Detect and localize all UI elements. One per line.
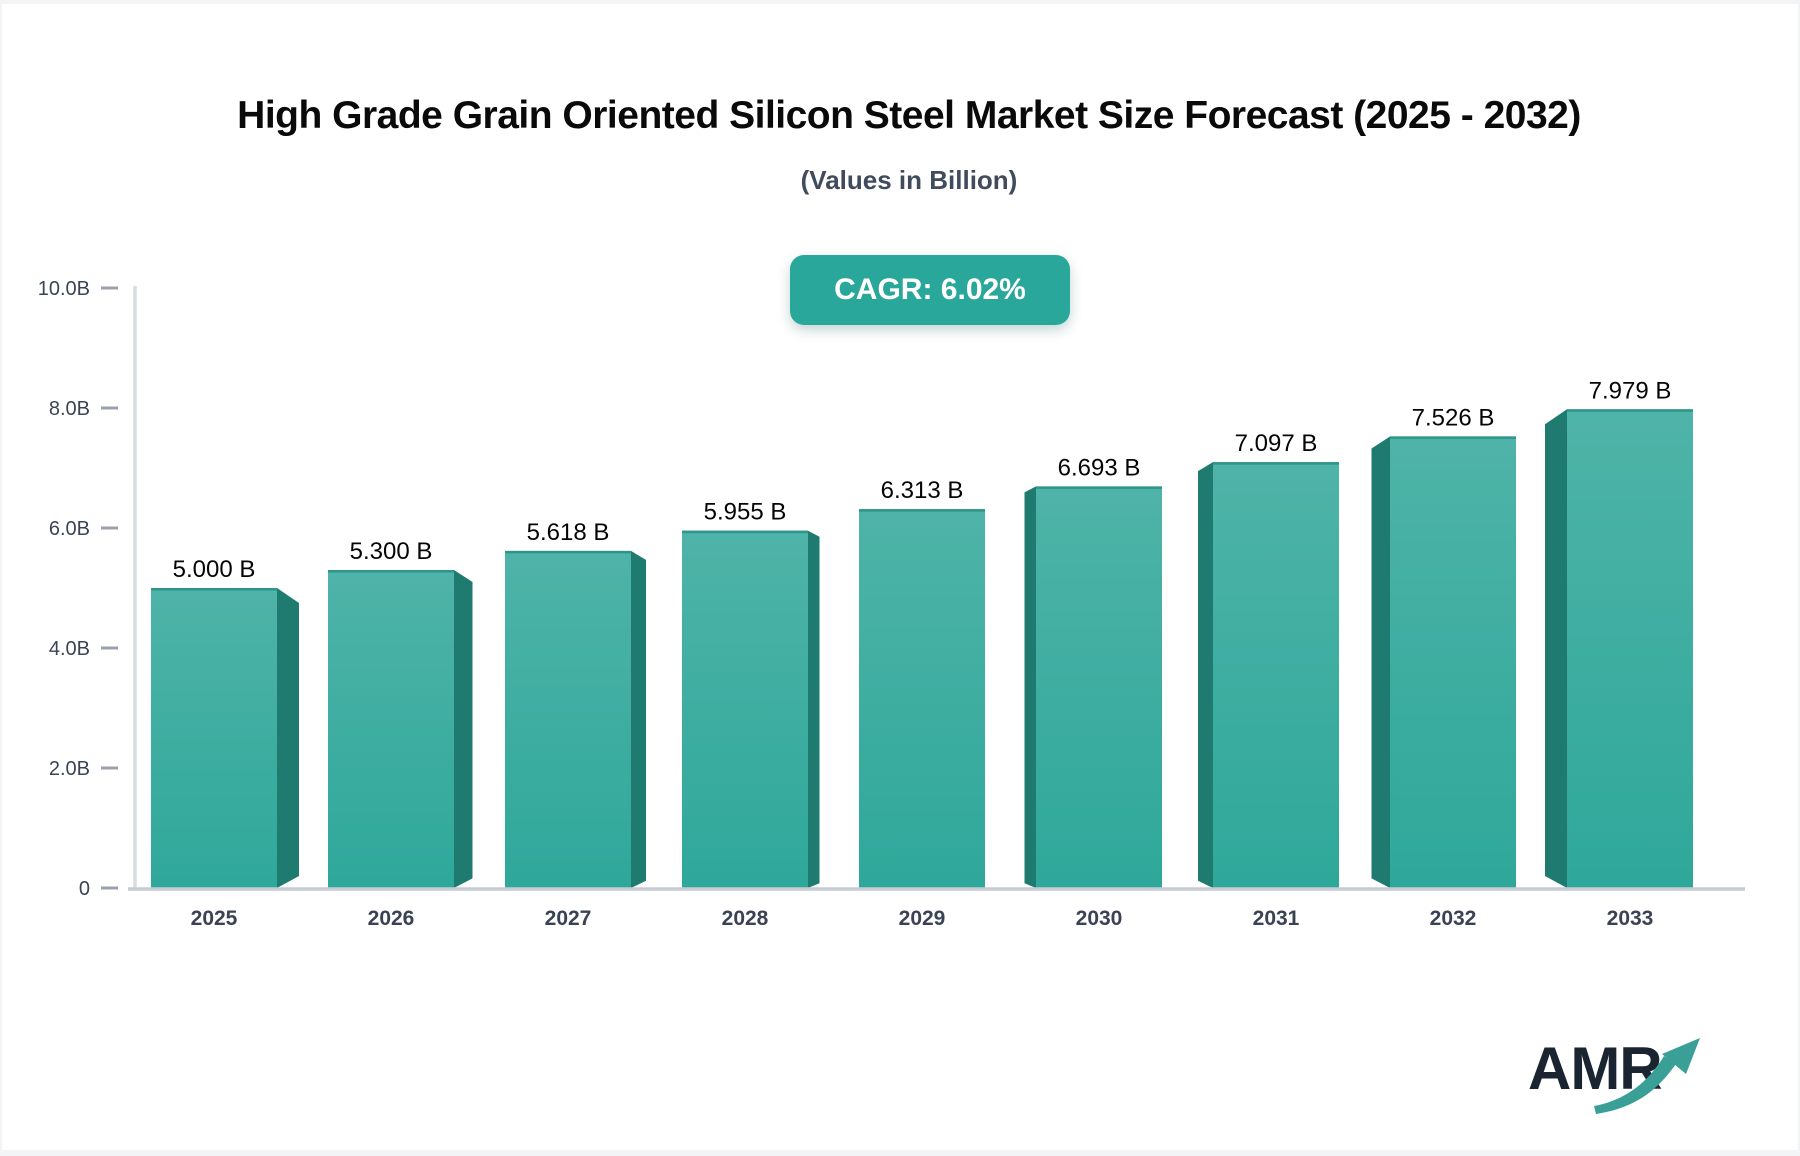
y-tick-label: 8.0B: [49, 398, 90, 420]
bar-2032[interactable]: 7.526 B 2032: [1371, 404, 1517, 930]
bar-value-label: 7.979 B: [1589, 377, 1672, 404]
chart-title: High Grade Grain Oriented Silicon Steel …: [237, 94, 1581, 137]
bar-side-face[interactable]: [454, 570, 473, 888]
bar-side-face[interactable]: [1545, 409, 1567, 888]
chart-subtitle: (Values in Billion): [800, 165, 1018, 195]
bar-side-face[interactable]: [631, 550, 646, 888]
cagr-badge: CAGR: 6.02%: [790, 255, 1070, 325]
bar-value-label: 7.097 B: [1235, 430, 1318, 457]
bar-2031[interactable]: 7.097 B 2031: [1198, 430, 1339, 930]
x-category-label: 2030: [1076, 907, 1123, 930]
bar-front-face[interactable]: [1390, 436, 1516, 888]
y-tick-label: 10.0B: [38, 278, 90, 300]
bar-2030[interactable]: 6.693 B 2030: [1024, 454, 1163, 930]
x-category-label: 2028: [722, 907, 769, 930]
bar-value-label: 6.693 B: [1058, 454, 1141, 481]
bar-side-face[interactable]: [1024, 486, 1037, 888]
bar-value-label: 5.955 B: [704, 499, 787, 526]
x-category-label: 2027: [545, 907, 592, 930]
y-tick-label: 2.0B: [49, 758, 90, 780]
bar-2025[interactable]: 5.000 B 2025: [151, 556, 299, 930]
bar-value-label: 5.000 B: [173, 556, 256, 583]
bar-2027[interactable]: 5.618 B 2027: [505, 519, 646, 930]
bar-front-face[interactable]: [859, 509, 985, 888]
amr-logo: AMR: [1528, 1028, 1738, 1120]
bar-side-face[interactable]: [808, 530, 820, 888]
bar-value-label: 7.526 B: [1412, 404, 1495, 431]
bar-front-face[interactable]: [1567, 409, 1693, 888]
x-category-label: 2026: [368, 907, 415, 930]
y-tick-label: 4.0B: [49, 638, 90, 660]
bar-value-label: 6.313 B: [881, 477, 964, 504]
y-tick-label: 0: [79, 878, 90, 900]
x-category-label: 2031: [1253, 907, 1300, 930]
growth-arrow-icon: [1594, 1038, 1700, 1114]
bar-front-face[interactable]: [151, 588, 277, 888]
x-category-label: 2029: [899, 907, 946, 930]
bar-front-face[interactable]: [328, 570, 454, 888]
bar-2026[interactable]: 5.300 B 2026: [328, 538, 473, 930]
bar-front-face[interactable]: [1036, 486, 1162, 888]
bar-front-face[interactable]: [682, 530, 808, 888]
x-category-label: 2033: [1607, 907, 1654, 930]
bar-2033[interactable]: 7.979 B 2033: [1545, 377, 1693, 930]
bar-front-face[interactable]: [505, 550, 631, 888]
bar-2028[interactable]: 5.955 B 2028: [682, 499, 820, 930]
bar-side-face[interactable]: [277, 588, 299, 888]
bar-side-face[interactable]: [1371, 436, 1391, 888]
bar-2029[interactable]: 6.313 B 2029: [859, 477, 985, 930]
x-category-label: 2025: [191, 907, 238, 930]
bar-value-label: 5.618 B: [527, 519, 610, 546]
bar-side-face[interactable]: [1198, 462, 1213, 888]
x-category-label: 2032: [1430, 907, 1477, 930]
bar-value-label: 5.300 B: [350, 538, 433, 565]
bar-front-face[interactable]: [1213, 462, 1339, 888]
y-tick-label: 6.0B: [49, 518, 90, 540]
